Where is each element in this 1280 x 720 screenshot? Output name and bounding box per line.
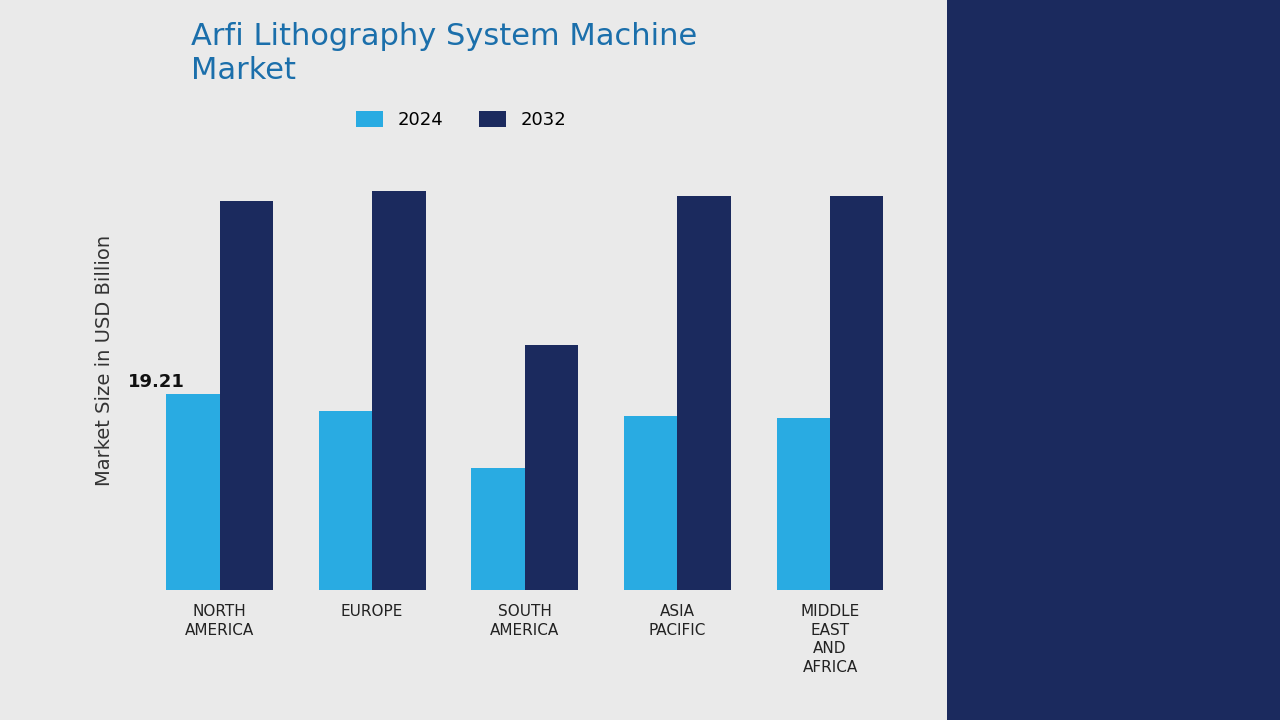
Bar xyxy=(677,196,731,590)
Text: 19.21: 19.21 xyxy=(128,373,186,391)
Legend: 2024, 2032: 2024, 2032 xyxy=(347,102,576,138)
Bar xyxy=(625,416,677,590)
Bar xyxy=(471,467,525,590)
Bar xyxy=(829,196,883,590)
Bar xyxy=(777,418,829,590)
Y-axis label: Market Size in USD Billion: Market Size in USD Billion xyxy=(95,235,114,485)
Bar xyxy=(319,411,372,590)
Bar xyxy=(525,345,579,590)
Text: Arfi Lithography System Machine
Market: Arfi Lithography System Machine Market xyxy=(192,22,698,85)
Bar xyxy=(166,394,220,590)
Bar xyxy=(372,191,425,590)
Bar xyxy=(220,202,273,590)
